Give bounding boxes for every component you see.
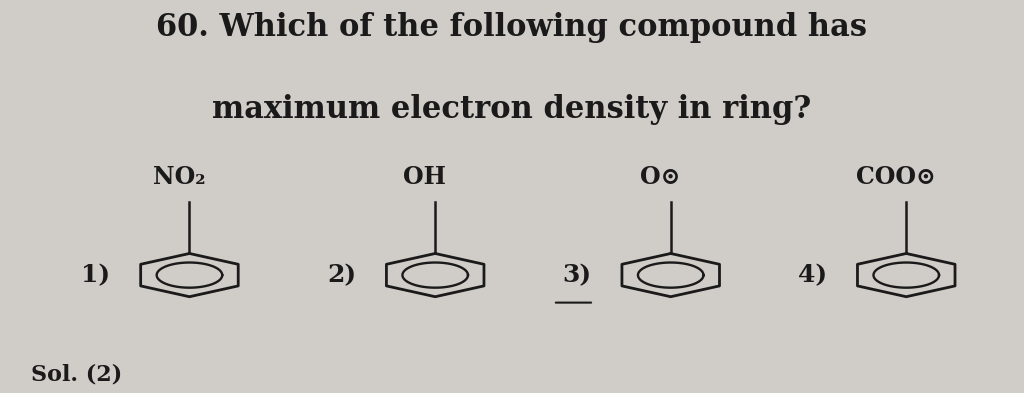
Text: COO⊙: COO⊙ [856,165,936,189]
Text: 60. Which of the following compound has: 60. Which of the following compound has [157,12,867,43]
Text: Sol. (2): Sol. (2) [31,363,122,385]
Text: 4): 4) [799,263,827,287]
Text: 3): 3) [563,263,592,287]
Text: NO₂: NO₂ [153,165,206,189]
Text: 2): 2) [328,263,356,287]
Text: 1): 1) [82,263,111,287]
Text: OH: OH [403,165,446,189]
Text: maximum electron density in ring?: maximum electron density in ring? [212,94,812,125]
Text: O⊙: O⊙ [640,165,681,189]
